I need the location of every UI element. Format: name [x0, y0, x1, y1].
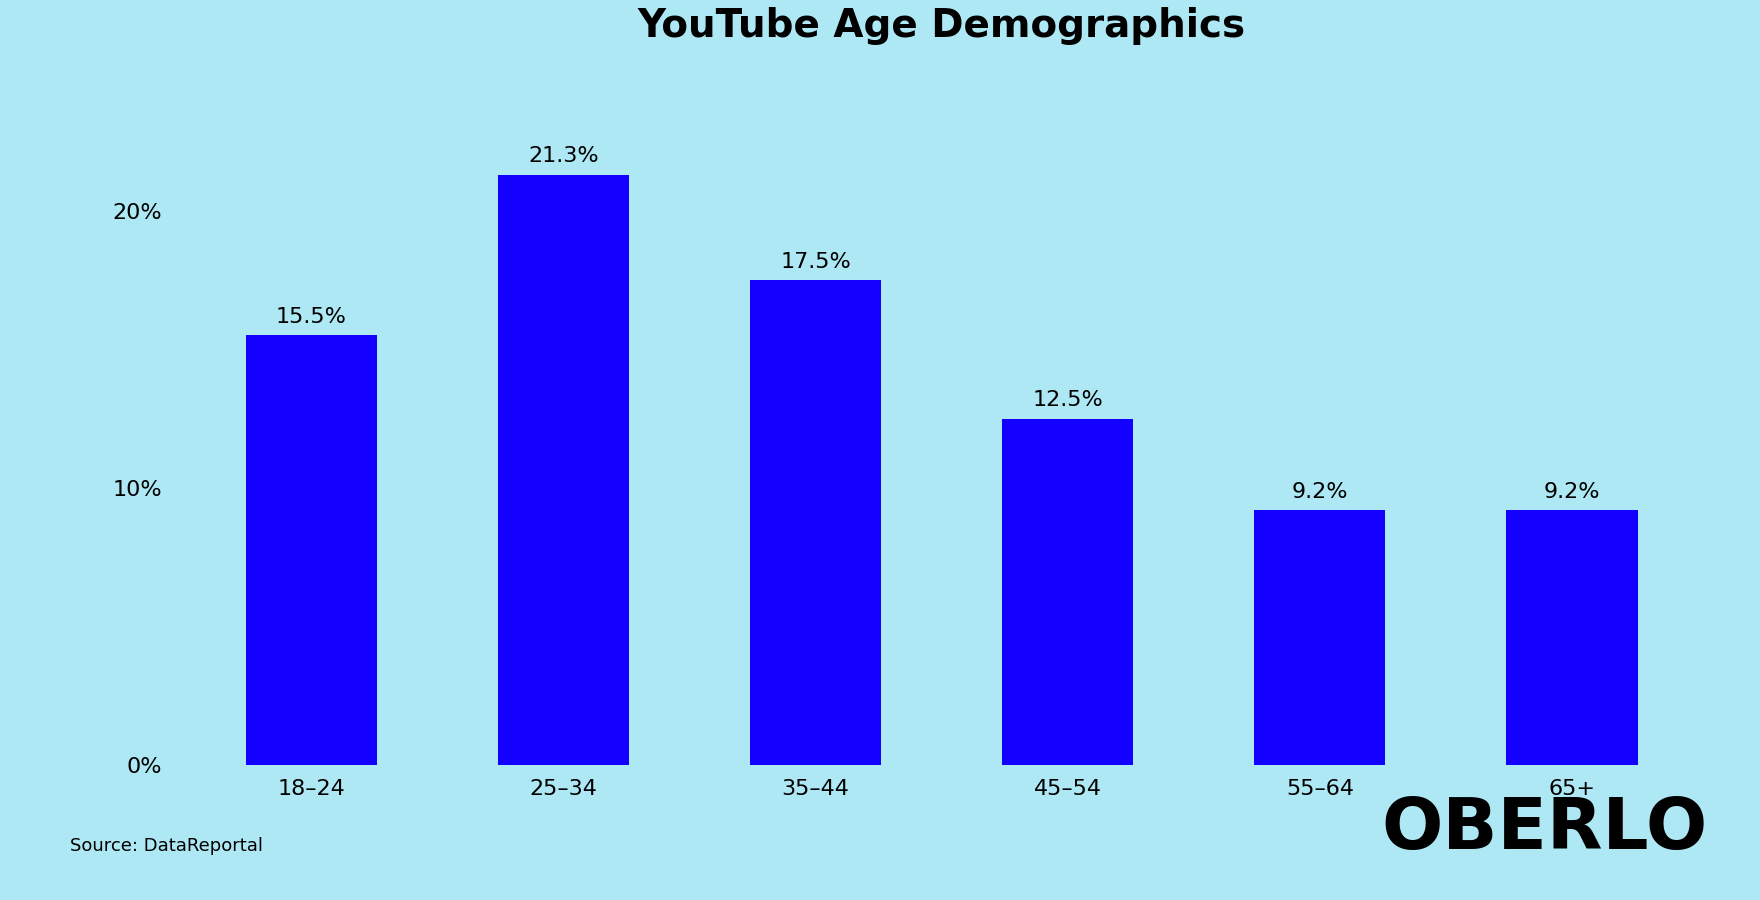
Text: OBERLO: OBERLO — [1382, 795, 1707, 864]
Text: 17.5%: 17.5% — [780, 252, 850, 272]
Bar — [1507, 510, 1637, 765]
Text: 9.2%: 9.2% — [1292, 482, 1348, 501]
Title: YouTube Age Demographics: YouTube Age Demographics — [637, 7, 1246, 45]
Text: 9.2%: 9.2% — [1544, 482, 1600, 501]
Text: 15.5%: 15.5% — [276, 307, 347, 327]
Bar — [1255, 510, 1385, 765]
Bar — [1001, 418, 1133, 765]
Bar — [246, 336, 377, 765]
Text: 12.5%: 12.5% — [1033, 391, 1104, 410]
Bar — [750, 280, 882, 765]
Text: 21.3%: 21.3% — [528, 146, 598, 166]
Text: Source: DataReportal: Source: DataReportal — [70, 837, 264, 855]
Bar — [498, 175, 628, 765]
